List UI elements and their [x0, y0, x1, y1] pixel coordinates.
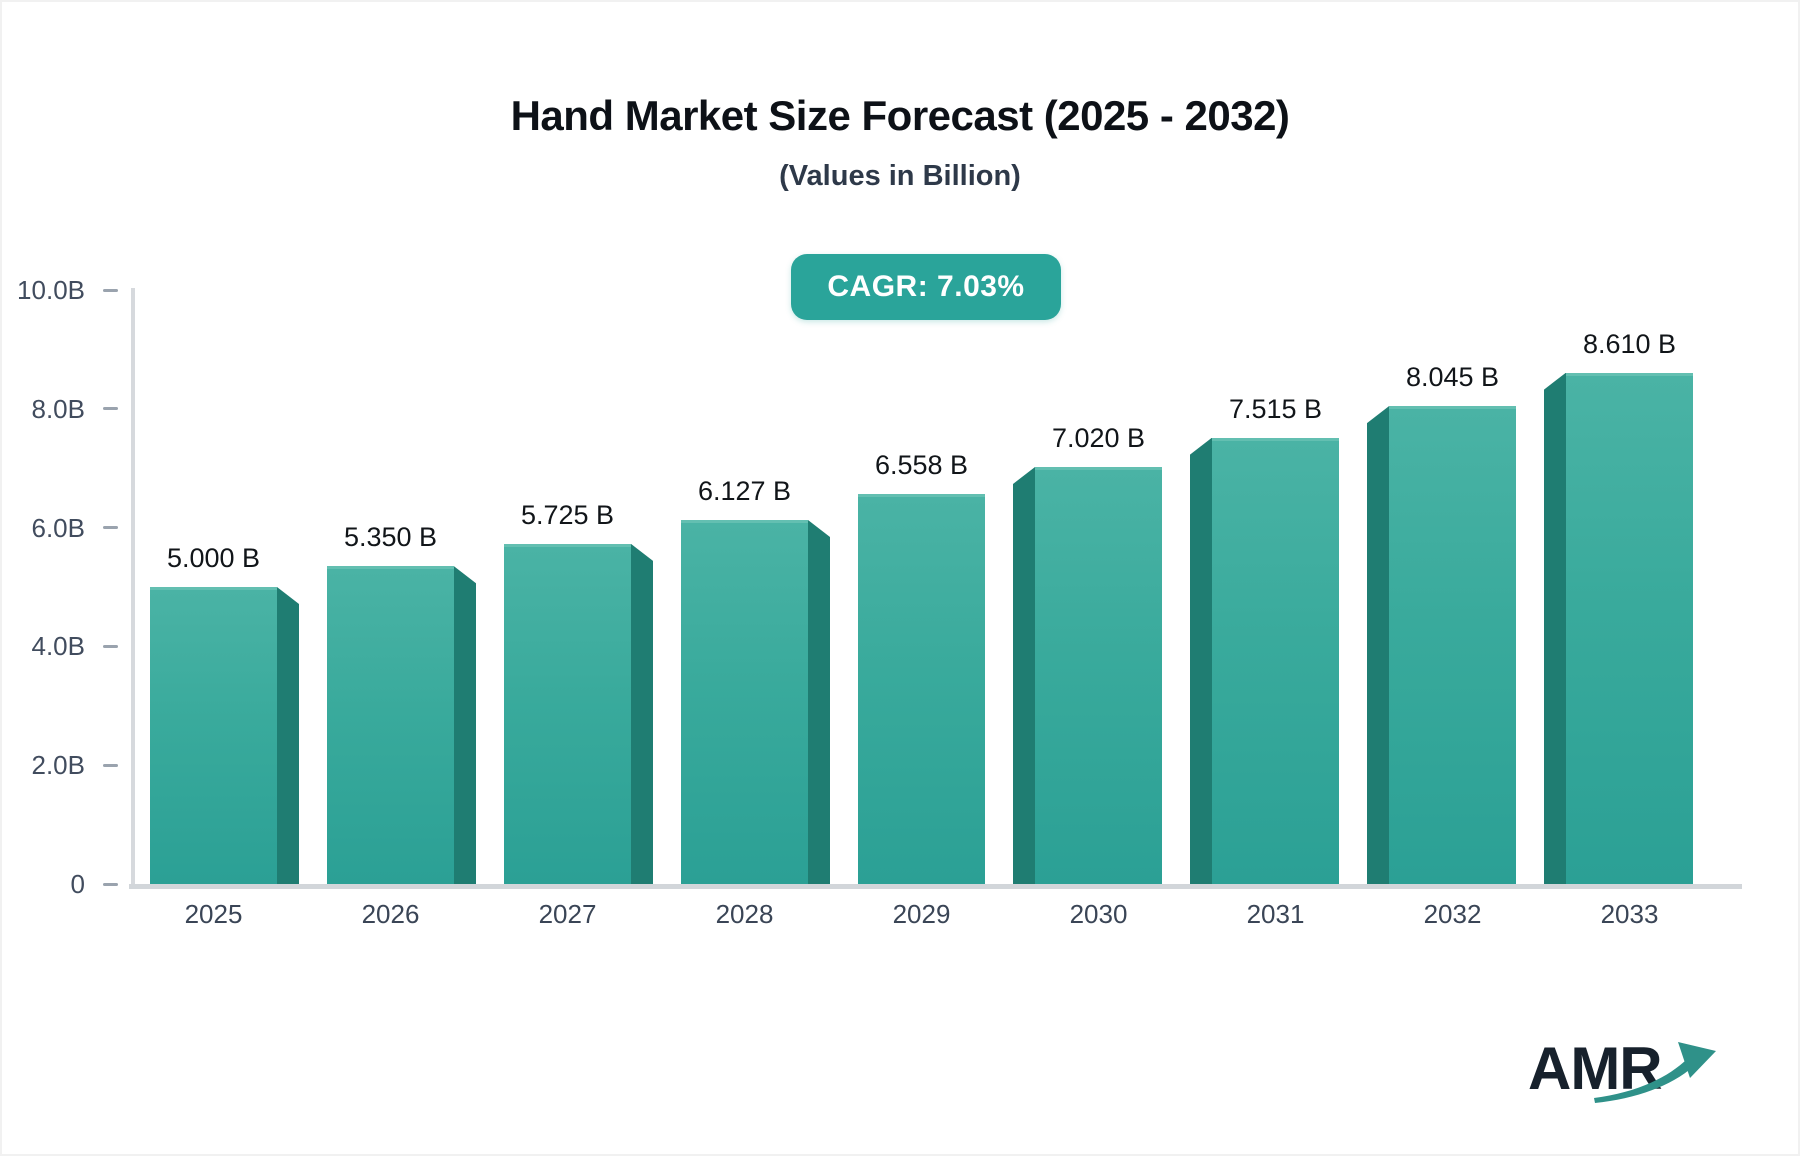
bar-value-label-2029: 6.558 B — [874, 450, 969, 481]
y-axis-tick-mark — [103, 644, 118, 648]
bar-2032 — [1389, 406, 1516, 884]
y-axis-tick-mark — [103, 882, 118, 886]
bar-side-3d — [277, 587, 299, 884]
y-axis-tick-label-2.0B: 2.0B — [31, 750, 86, 781]
x-axis-baseline — [129, 884, 1742, 889]
bar-2030 — [1035, 467, 1162, 884]
x-axis-label-2028: 2028 — [715, 899, 774, 929]
bar-2026 — [327, 566, 454, 884]
chart-subtitle: (Values in Billion) — [779, 160, 1021, 192]
bar-side-3d — [1013, 467, 1035, 884]
x-axis-label-2027: 2027 — [538, 899, 597, 929]
x-axis-label-2026: 2026 — [361, 899, 420, 929]
y-axis-line — [131, 288, 135, 888]
bar-2033 — [1566, 372, 1693, 884]
bar-side-3d — [1544, 372, 1566, 884]
y-axis-tick-mark — [103, 407, 118, 411]
trend-arrow-icon — [1594, 1042, 1716, 1103]
bar-2027 — [504, 543, 631, 884]
x-axis-label-2025: 2025 — [184, 899, 243, 929]
bar-2029 — [858, 494, 985, 884]
bar-side-3d — [808, 520, 830, 884]
bar-value-label-2026: 5.350 B — [343, 522, 438, 553]
y-axis-tick-mark — [103, 763, 118, 767]
bar-value-label-2032: 8.045 B — [1405, 362, 1500, 393]
x-axis-label-2030: 2030 — [1069, 899, 1128, 929]
chart-title: Hand Market Size Forecast (2025 - 2032) — [510, 92, 1290, 139]
y-axis-tick-label-0: 0 — [70, 869, 85, 899]
bar-value-label-2025: 5.000 B — [166, 543, 261, 573]
cagr-badge-label: CAGR: 7.03% — [827, 270, 1025, 303]
x-axis-label-2029: 2029 — [892, 899, 951, 929]
bar-side-3d — [1367, 406, 1389, 884]
bar-value-label-2033: 8.610 B — [1582, 328, 1677, 359]
x-axis-label-2033: 2033 — [1600, 899, 1659, 929]
bar-value-label-2028: 6.127 B — [697, 476, 792, 507]
y-axis-tick-mark — [103, 526, 118, 530]
bar-2031 — [1212, 437, 1339, 884]
x-axis-label-2031: 2031 — [1246, 899, 1305, 929]
bar-2028 — [681, 520, 808, 884]
y-axis-tick-mark — [103, 288, 118, 292]
bar-value-label-2027: 5.725 B — [520, 499, 615, 530]
y-axis-tick-label-10.0B: 10.0B — [17, 275, 85, 305]
bar-side-3d — [631, 543, 653, 884]
x-axis-label-2032: 2032 — [1423, 899, 1482, 929]
brand-logo: AMR — [1520, 1030, 1720, 1110]
bar-side-3d — [1190, 437, 1212, 884]
bar-value-label-2031: 7.515 B — [1228, 393, 1323, 424]
y-axis-tick-label-4.0B: 4.0B — [31, 631, 86, 662]
cagr-badge: CAGR: 7.03% — [791, 254, 1061, 320]
bar-2025 — [150, 587, 277, 884]
bar-value-label-2030: 7.020 B — [1051, 423, 1146, 453]
bar-side-3d — [454, 566, 476, 884]
y-axis-tick-label-8.0B: 8.0B — [31, 393, 86, 424]
y-axis-tick-label-6.0B: 6.0B — [31, 512, 86, 543]
